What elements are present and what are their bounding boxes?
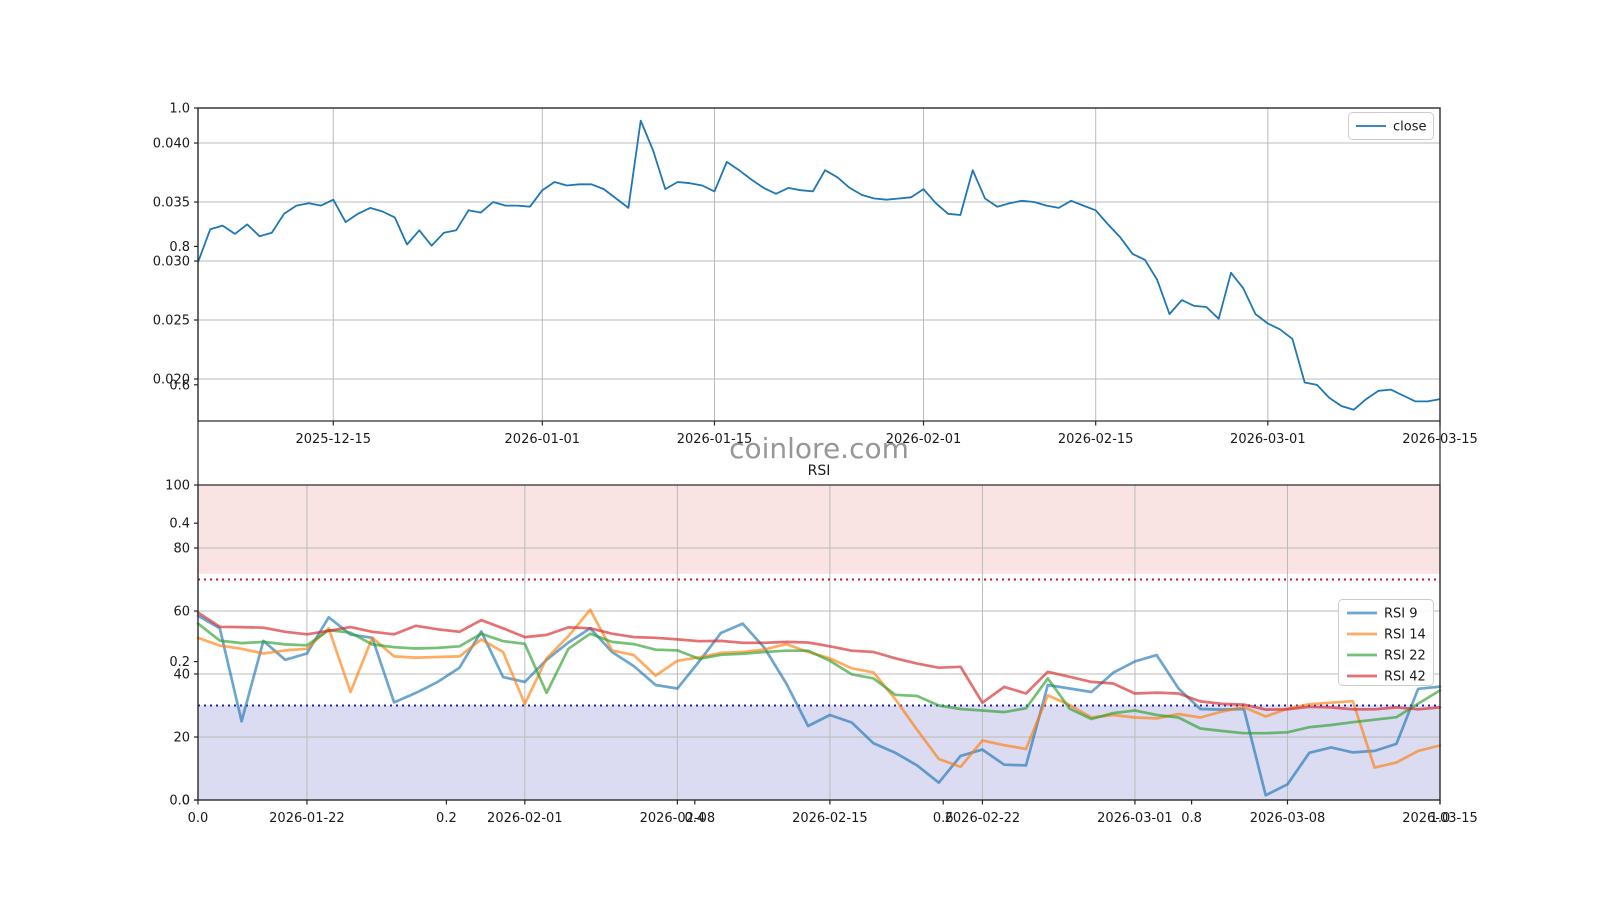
price-x-tick-label: 2026-02-01 <box>886 432 962 447</box>
rsi-y-tick-label: 80 <box>173 542 190 557</box>
rsi-x-tick-label: 2026-03-08 <box>1250 811 1326 826</box>
background-y-tick-label: 0.2 <box>169 655 190 670</box>
rsi-axes-spines <box>197 484 1441 801</box>
background-x-tick-label: 0.8 <box>1181 811 1202 826</box>
background-x-tick-label: 0.4 <box>684 811 705 826</box>
rsi-legend-box <box>1338 599 1434 686</box>
price-y-tick-label: 0.040 <box>153 137 190 152</box>
price-y-tick-label: 0.035 <box>153 196 190 211</box>
rsi-legend-rsi22-label: RSI 22 <box>1384 649 1426 664</box>
rsi-y-tick-label: 60 <box>173 605 190 620</box>
rsi-y-tick-label: 100 <box>165 479 190 494</box>
price-x-tick-label: 2026-03-15 <box>1402 432 1478 447</box>
rsi-y-tick-label: 40 <box>173 668 190 683</box>
background-x-tick-label: 0.6 <box>933 811 954 826</box>
price-y-tick-label: 0.025 <box>153 314 190 329</box>
rsi-x-tick-label: 2026-02-15 <box>792 811 868 826</box>
price-legend-box <box>1348 112 1434 140</box>
rsi-legend-rsi9-label: RSI 9 <box>1384 607 1418 622</box>
rsi-x-tick-label: 2026-03-15 <box>1402 811 1478 826</box>
background-x-tick-label: 0.2 <box>436 811 457 826</box>
background-y-tick-label: 0.8 <box>169 240 190 255</box>
rsi-line-rsi-42 <box>196 611 1442 711</box>
rsi-x-tick-label: 2026-02-22 <box>945 811 1021 826</box>
rsi-legend-rsi14-label: RSI 14 <box>1384 628 1426 643</box>
price-x-tick-label: 2026-03-01 <box>1230 432 1306 447</box>
price-y-tick-label: 0.030 <box>153 255 190 270</box>
rsi-x-tick-label: 2026-01-22 <box>269 811 345 826</box>
rsi-x-tick-label: 2026-02-01 <box>487 811 563 826</box>
price-x-tick-label: 2025-12-15 <box>295 432 371 447</box>
background-x-tick-label: 1.0 <box>1430 811 1451 826</box>
background-x-tick-label: 0.0 <box>188 811 209 826</box>
rsi-y-tick-label: 20 <box>173 731 190 746</box>
rsi-x-tick-label: 2026-02-08 <box>640 811 716 826</box>
price-x-tick-label: 2026-01-15 <box>677 432 753 447</box>
rsi-line-rsi-22 <box>196 622 1442 735</box>
price-x-tick-label: 2026-01-01 <box>505 432 581 447</box>
close-line <box>197 119 1441 411</box>
background-y-tick-label: 1.0 <box>169 102 190 117</box>
price-legend: close <box>1348 112 1434 140</box>
background-y-tick-label: 0.0 <box>169 794 190 809</box>
rsi-x-tick-label: 2026-03-01 <box>1097 811 1173 826</box>
background-y-tick-label: 0.4 <box>169 517 190 532</box>
rsi-legend-rsi42-label: RSI 42 <box>1384 670 1426 685</box>
rsi-overbought-band <box>198 485 1440 574</box>
watermark: coinlore.com <box>729 432 909 465</box>
price-x-tick-label: 2026-02-15 <box>1058 432 1134 447</box>
price-axes-spines <box>197 107 1441 422</box>
price-legend-close-label: close <box>1393 120 1426 135</box>
rsi-y-tick-label: 0 <box>182 794 190 809</box>
rsi-legend: RSI 9 RSI 14 RSI 22 RSI 42 <box>1338 599 1434 686</box>
rsi-title: RSI <box>808 463 831 479</box>
background-y-tick-label: 0.6 <box>169 378 190 393</box>
price-y-tick-label: 0.020 <box>153 372 190 387</box>
